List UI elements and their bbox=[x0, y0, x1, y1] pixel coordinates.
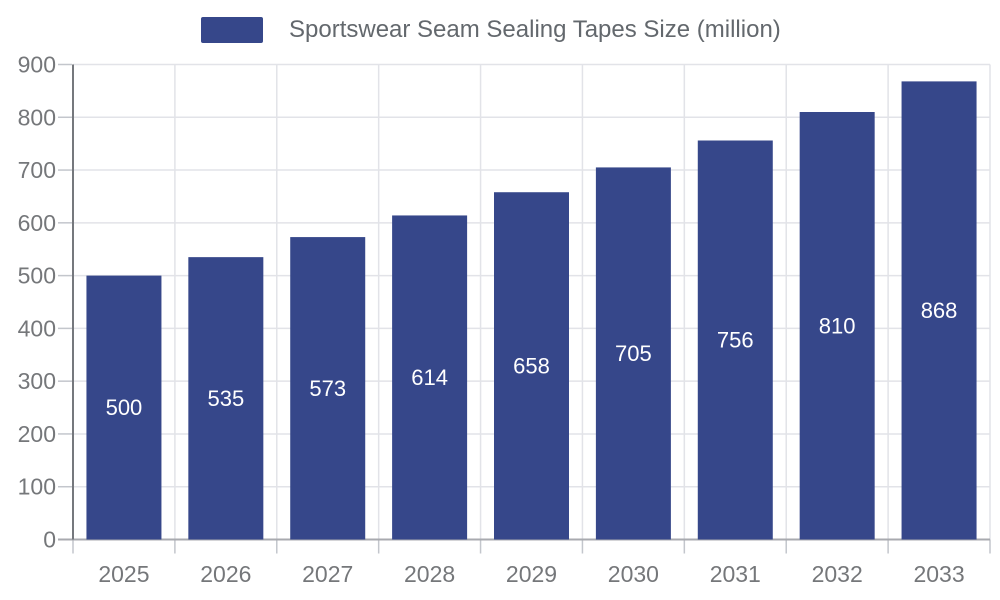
y-tick-label: 400 bbox=[18, 315, 56, 341]
y-tick-label: 200 bbox=[18, 421, 56, 447]
bar-value-label: 614 bbox=[411, 365, 448, 390]
y-tick-label: 0 bbox=[43, 527, 56, 553]
bar-value-label: 658 bbox=[513, 353, 550, 378]
bar-2029 bbox=[494, 192, 569, 540]
bar-value-label: 573 bbox=[309, 376, 346, 401]
x-tick-label: 2033 bbox=[913, 561, 964, 587]
legend-swatch bbox=[201, 17, 263, 43]
y-tick-label: 100 bbox=[18, 474, 56, 500]
x-tick-label: 2027 bbox=[302, 561, 353, 587]
y-tick-label: 900 bbox=[18, 52, 56, 78]
y-tick-label: 800 bbox=[18, 104, 56, 130]
x-tick-label: 2031 bbox=[710, 561, 761, 587]
bar-2027 bbox=[290, 237, 366, 540]
y-tick-label: 300 bbox=[18, 368, 56, 394]
x-tick-label: 2030 bbox=[608, 561, 659, 587]
bar-value-label: 756 bbox=[717, 328, 754, 353]
bar-2030 bbox=[595, 167, 671, 540]
x-tick-label: 2025 bbox=[98, 561, 149, 587]
x-tick-label: 2032 bbox=[812, 561, 863, 587]
y-tick-label: 700 bbox=[18, 157, 56, 183]
bar-2026 bbox=[188, 257, 264, 540]
y-tick-label: 500 bbox=[18, 263, 56, 289]
bar-2032 bbox=[799, 112, 875, 540]
bar-2033 bbox=[901, 81, 977, 540]
bar-value-label: 705 bbox=[615, 341, 652, 366]
x-tick-label: 2028 bbox=[404, 561, 455, 587]
x-tick-label: 2026 bbox=[200, 561, 251, 587]
bar-2028 bbox=[392, 215, 468, 540]
bar-2031 bbox=[697, 140, 773, 540]
y-tick-label: 600 bbox=[18, 210, 56, 236]
bar-value-label: 500 bbox=[106, 395, 143, 420]
bar-value-label: 810 bbox=[819, 313, 856, 338]
bar-value-label: 535 bbox=[207, 386, 244, 411]
x-tick-label: 2029 bbox=[506, 561, 557, 587]
legend-item[interactable]: Sportswear Seam Sealing Tapes Size (mill… bbox=[201, 17, 781, 43]
bar-value-label: 868 bbox=[921, 298, 958, 323]
legend-label: Sportswear Seam Sealing Tapes Size (mill… bbox=[289, 16, 781, 43]
bar-2025 bbox=[86, 275, 162, 540]
